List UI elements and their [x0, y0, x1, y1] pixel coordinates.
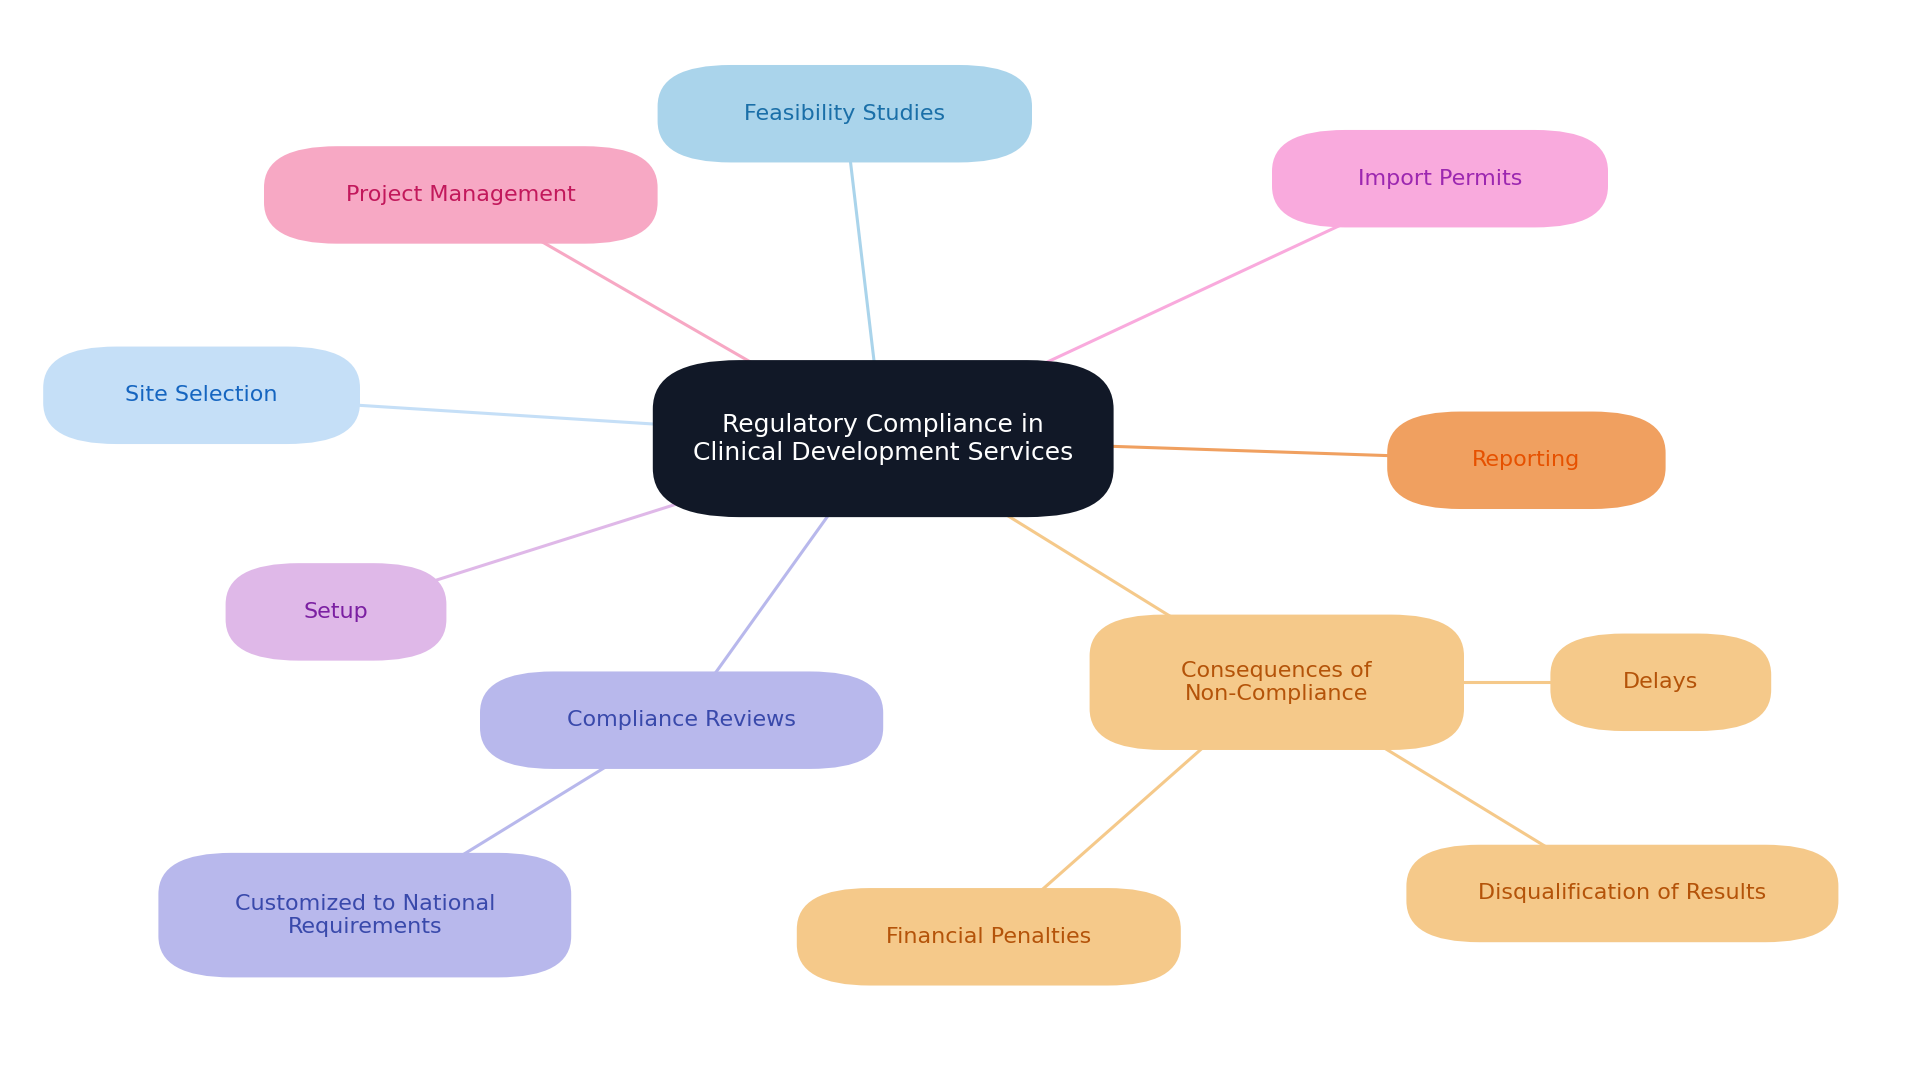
Text: Financial Penalties: Financial Penalties	[887, 927, 1091, 947]
Text: Customized to National
Requirements: Customized to National Requirements	[234, 893, 495, 937]
FancyBboxPatch shape	[1551, 634, 1770, 731]
FancyBboxPatch shape	[653, 360, 1114, 518]
Text: Setup: Setup	[303, 602, 369, 622]
FancyBboxPatch shape	[1271, 130, 1607, 227]
FancyBboxPatch shape	[1089, 615, 1463, 749]
FancyBboxPatch shape	[797, 888, 1181, 986]
FancyBboxPatch shape	[265, 146, 657, 244]
Text: Site Selection: Site Selection	[125, 386, 278, 405]
FancyBboxPatch shape	[227, 563, 445, 661]
Text: Consequences of
Non-Compliance: Consequences of Non-Compliance	[1181, 661, 1373, 704]
FancyBboxPatch shape	[657, 65, 1033, 162]
Text: Import Permits: Import Permits	[1357, 169, 1523, 188]
Text: Compliance Reviews: Compliance Reviews	[566, 710, 797, 730]
Text: Disqualification of Results: Disqualification of Results	[1478, 884, 1766, 903]
FancyBboxPatch shape	[42, 347, 361, 444]
Text: Feasibility Studies: Feasibility Studies	[745, 104, 945, 123]
FancyBboxPatch shape	[157, 853, 572, 977]
Text: Project Management: Project Management	[346, 185, 576, 205]
Text: Regulatory Compliance in
Clinical Development Services: Regulatory Compliance in Clinical Develo…	[693, 413, 1073, 465]
Text: Delays: Delays	[1622, 673, 1699, 692]
FancyBboxPatch shape	[480, 671, 883, 769]
Text: Reporting: Reporting	[1473, 451, 1580, 470]
FancyBboxPatch shape	[1386, 412, 1667, 509]
FancyBboxPatch shape	[1405, 845, 1837, 942]
